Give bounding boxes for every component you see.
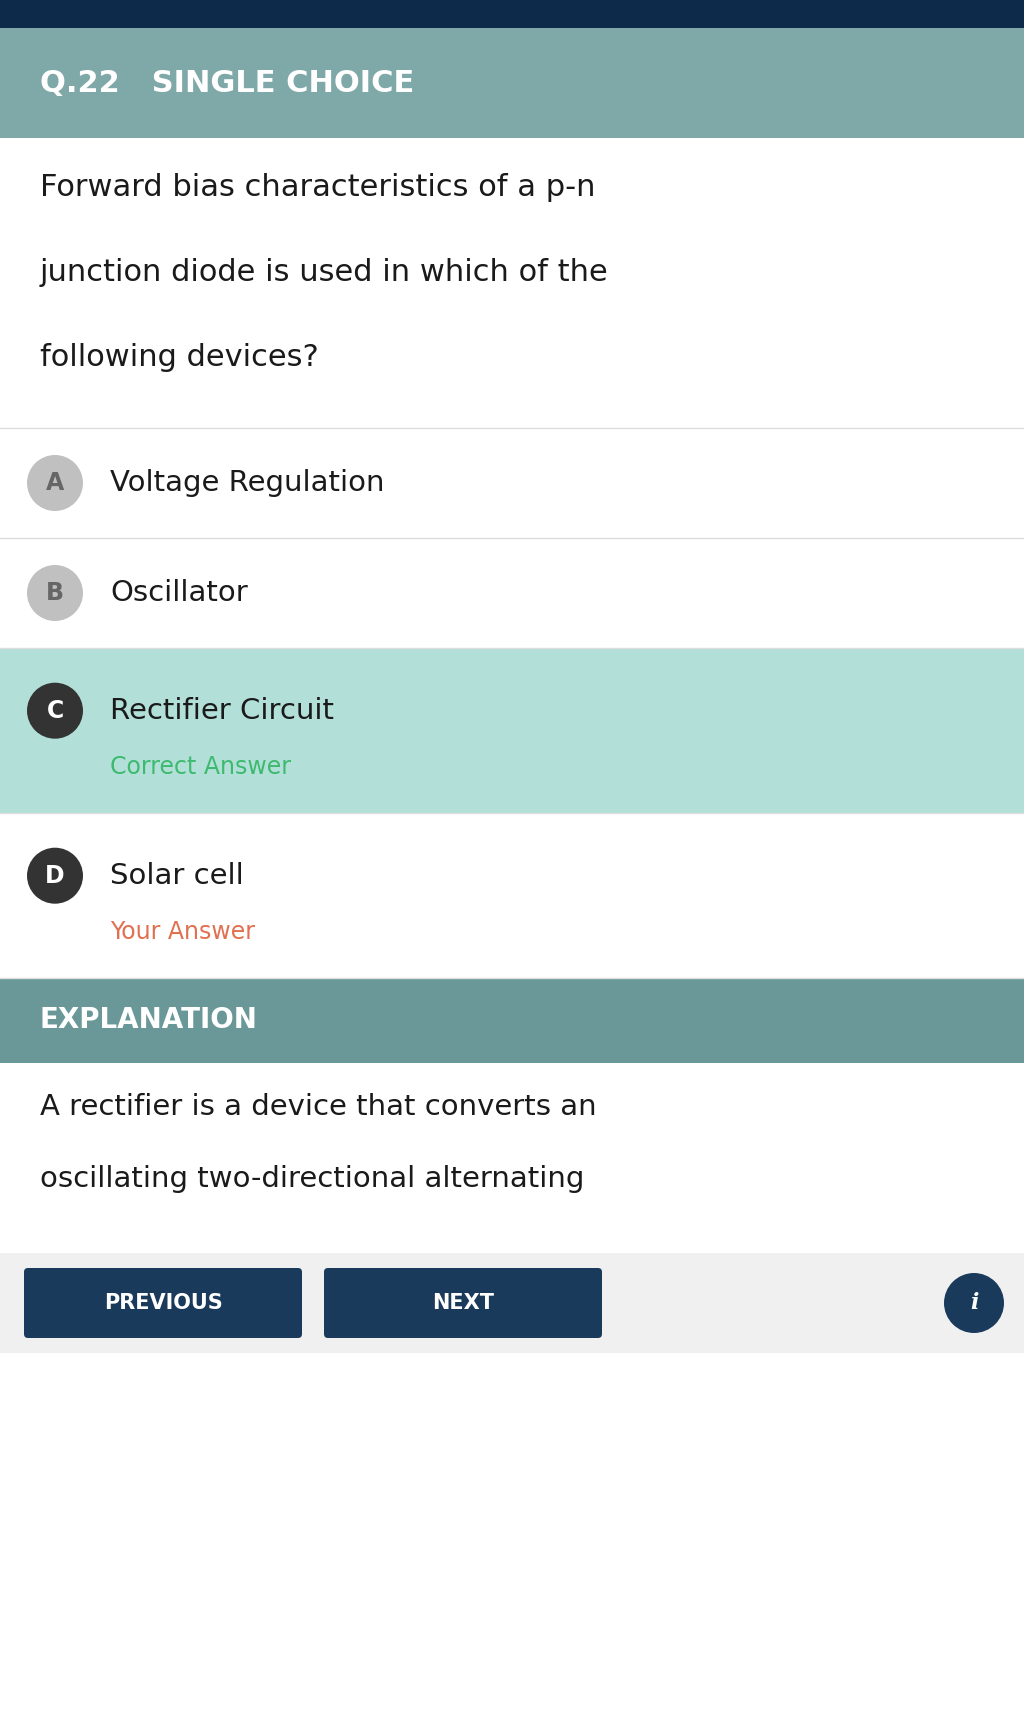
FancyBboxPatch shape — [0, 428, 1024, 538]
Text: Solar cell: Solar cell — [110, 861, 244, 890]
Text: EXPLANATION: EXPLANATION — [40, 1007, 258, 1034]
FancyBboxPatch shape — [0, 1063, 1024, 1253]
Circle shape — [27, 847, 83, 904]
Text: NEXT: NEXT — [432, 1293, 494, 1313]
Text: B: B — [46, 580, 63, 604]
Text: Q.22   SINGLE CHOICE: Q.22 SINGLE CHOICE — [40, 68, 415, 98]
FancyBboxPatch shape — [0, 1253, 1024, 1352]
Text: Your Answer: Your Answer — [110, 919, 255, 943]
FancyBboxPatch shape — [0, 0, 1024, 27]
Text: D: D — [45, 863, 65, 889]
Text: A rectifier is a device that converts an: A rectifier is a device that converts an — [40, 1092, 597, 1121]
FancyBboxPatch shape — [0, 538, 1024, 649]
FancyBboxPatch shape — [324, 1269, 602, 1339]
Text: following devices?: following devices? — [40, 342, 318, 372]
Circle shape — [27, 565, 83, 621]
Text: Oscillator: Oscillator — [110, 579, 248, 608]
FancyBboxPatch shape — [0, 649, 1024, 813]
FancyBboxPatch shape — [24, 1269, 302, 1339]
Text: junction diode is used in which of the: junction diode is used in which of the — [40, 259, 608, 288]
Text: i: i — [970, 1293, 978, 1315]
FancyBboxPatch shape — [0, 813, 1024, 978]
Text: C: C — [46, 698, 63, 722]
Circle shape — [27, 683, 83, 738]
Circle shape — [944, 1274, 1004, 1334]
Text: PREVIOUS: PREVIOUS — [103, 1293, 222, 1313]
FancyBboxPatch shape — [0, 978, 1024, 1063]
Circle shape — [27, 455, 83, 510]
FancyBboxPatch shape — [0, 1352, 1024, 1712]
Text: Rectifier Circuit: Rectifier Circuit — [110, 697, 334, 724]
Text: Correct Answer: Correct Answer — [110, 755, 291, 779]
FancyBboxPatch shape — [0, 27, 1024, 139]
FancyBboxPatch shape — [0, 139, 1024, 428]
Text: oscillating two-directional alternating: oscillating two-directional alternating — [40, 1164, 585, 1193]
Text: Voltage Regulation: Voltage Regulation — [110, 469, 384, 496]
Text: Forward bias characteristics of a p-n: Forward bias characteristics of a p-n — [40, 173, 596, 202]
Text: A: A — [46, 471, 65, 495]
